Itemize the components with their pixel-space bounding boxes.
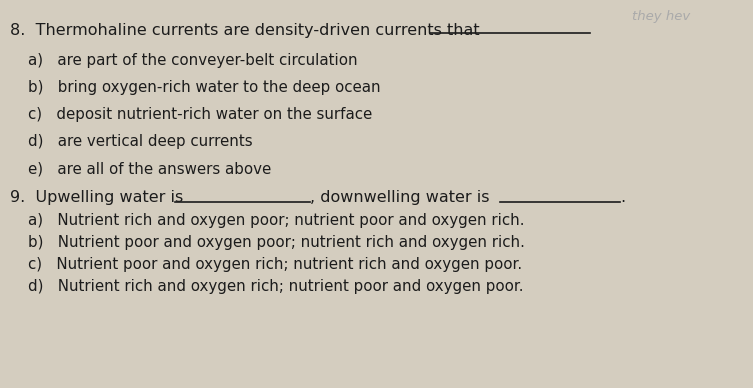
Text: .: . bbox=[620, 190, 625, 205]
Text: , downwelling water is: , downwelling water is bbox=[310, 190, 495, 205]
Text: c)   deposit nutrient-rich water on the surface: c) deposit nutrient-rich water on the su… bbox=[28, 107, 372, 122]
Text: d)   are vertical deep currents: d) are vertical deep currents bbox=[28, 134, 252, 149]
Text: 8.  Thermohaline currents are density-driven currents that: 8. Thermohaline currents are density-dri… bbox=[10, 23, 480, 38]
Text: a)   are part of the conveyer-belt circulation: a) are part of the conveyer-belt circula… bbox=[28, 53, 358, 68]
Text: they hev: they hev bbox=[632, 10, 690, 23]
Text: b)   bring oxygen-rich water to the deep ocean: b) bring oxygen-rich water to the deep o… bbox=[28, 80, 380, 95]
Text: a)   Nutrient rich and oxygen poor; nutrient poor and oxygen rich.: a) Nutrient rich and oxygen poor; nutrie… bbox=[28, 213, 525, 228]
Text: 9.  Upwelling water is: 9. Upwelling water is bbox=[10, 190, 188, 205]
Text: c)   Nutrient poor and oxygen rich; nutrient rich and oxygen poor.: c) Nutrient poor and oxygen rich; nutrie… bbox=[28, 257, 522, 272]
Text: e)   are all of the answers above: e) are all of the answers above bbox=[28, 161, 271, 176]
Text: b)   Nutrient poor and oxygen poor; nutrient rich and oxygen rich.: b) Nutrient poor and oxygen poor; nutrie… bbox=[28, 235, 525, 250]
Text: d)   Nutrient rich and oxygen rich; nutrient poor and oxygen poor.: d) Nutrient rich and oxygen rich; nutrie… bbox=[28, 279, 523, 294]
